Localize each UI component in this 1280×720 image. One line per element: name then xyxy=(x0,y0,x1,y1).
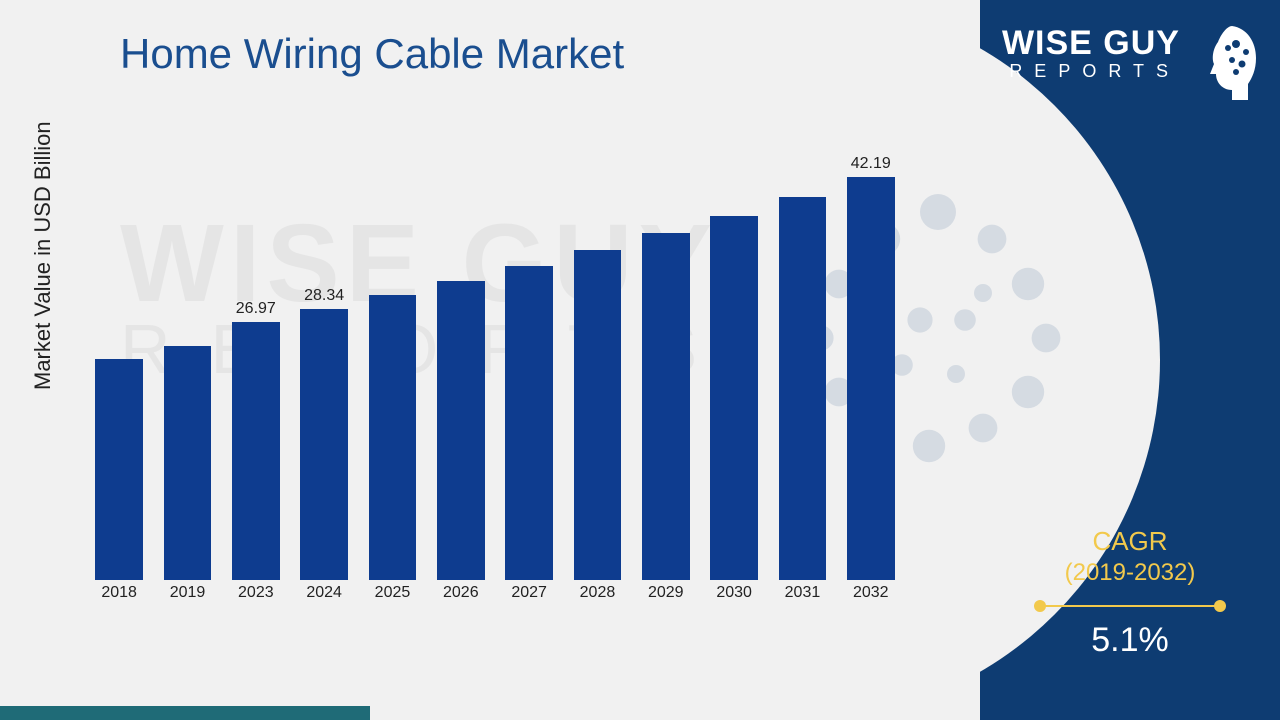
x-tick-label: 2024 xyxy=(296,584,352,602)
bar xyxy=(164,346,212,580)
brand-line1: WISE GUY xyxy=(1002,24,1180,63)
bar xyxy=(505,266,553,580)
bar-value-label: 28.34 xyxy=(304,287,344,305)
bar-wrap: 42.19 xyxy=(843,177,899,580)
bar-wrap: 26.97 xyxy=(228,322,284,580)
bar-wrap xyxy=(501,266,557,580)
brand-block: WISE GUY REPORTS xyxy=(1002,24,1180,82)
bar xyxy=(232,322,280,580)
x-tick-label: 2019 xyxy=(159,584,215,602)
y-axis-label: Market Value in USD Billion xyxy=(30,121,56,390)
bar xyxy=(369,295,417,580)
bar-wrap xyxy=(91,359,147,580)
bar xyxy=(642,233,690,580)
bar xyxy=(95,359,143,580)
cagr-value: 5.1% xyxy=(980,621,1280,660)
cagr-range: (2019-2032) xyxy=(980,559,1280,587)
bar xyxy=(574,250,622,580)
brand-line2: REPORTS xyxy=(1002,61,1180,82)
bar xyxy=(710,216,758,580)
brand-brain-icon xyxy=(1192,20,1262,110)
bar-wrap: 28.34 xyxy=(296,309,352,580)
bar-wrap xyxy=(774,197,830,580)
bar xyxy=(437,281,485,580)
bar-wrap xyxy=(433,281,489,580)
bar-group: 26.9728.3442.19 xyxy=(85,150,905,580)
x-tick-label: 2025 xyxy=(364,584,420,602)
x-tick-label: 2029 xyxy=(638,584,694,602)
bar xyxy=(847,177,895,580)
bar-wrap xyxy=(569,250,625,580)
bar xyxy=(300,309,348,580)
cagr-label: CAGR xyxy=(980,526,1280,557)
chart-title: Home Wiring Cable Market xyxy=(120,30,624,78)
x-tick-label: 2032 xyxy=(843,584,899,602)
infographic-stage: WISE GUY REPORTS Home Wiring Cable Marke… xyxy=(0,0,1280,720)
x-tick-label: 2031 xyxy=(774,584,830,602)
x-tick-label: 2026 xyxy=(433,584,489,602)
x-tick-label: 2023 xyxy=(228,584,284,602)
bar-value-label: 26.97 xyxy=(236,300,276,318)
bar-wrap xyxy=(159,346,215,580)
x-tick-label: 2028 xyxy=(569,584,625,602)
bar-wrap xyxy=(638,233,694,580)
bar xyxy=(779,197,827,580)
chart-plot-area: 26.9728.3442.19 xyxy=(85,150,905,580)
bottom-accent-strip xyxy=(0,706,370,720)
bar-value-label: 42.19 xyxy=(851,155,891,173)
cagr-divider xyxy=(1040,605,1220,607)
bar-wrap xyxy=(706,216,762,580)
bar-wrap xyxy=(364,295,420,580)
x-axis-labels: 2018 2019 2023 2024 2025 2026 2027 2028 2029 2030… xyxy=(85,584,905,602)
x-tick-label: 2030 xyxy=(706,584,762,602)
x-tick-label: 2018 xyxy=(91,584,147,602)
x-tick-label: 2027 xyxy=(501,584,557,602)
cagr-block: CAGR (2019-2032) 5.1% xyxy=(980,526,1280,660)
